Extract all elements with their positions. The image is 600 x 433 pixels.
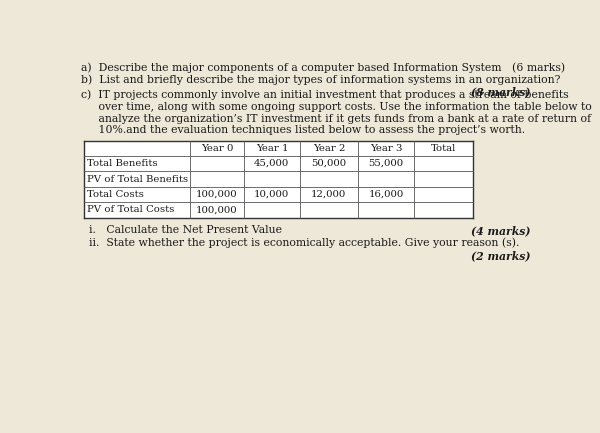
Text: Total Costs: Total Costs bbox=[86, 190, 143, 199]
Text: over time, along with some ongoing support costs. Use the information the table : over time, along with some ongoing suppo… bbox=[81, 102, 592, 112]
Text: 50,000: 50,000 bbox=[311, 159, 346, 168]
Text: (4 marks): (4 marks) bbox=[471, 225, 531, 236]
Text: 45,000: 45,000 bbox=[254, 159, 289, 168]
Text: Total Benefits: Total Benefits bbox=[86, 159, 157, 168]
Text: PV of Total Benefits: PV of Total Benefits bbox=[86, 174, 188, 184]
Text: 55,000: 55,000 bbox=[368, 159, 404, 168]
Text: (2 marks): (2 marks) bbox=[471, 250, 531, 261]
Text: analyze the organization’s IT investment if it gets funds from a bank at a rate : analyze the organization’s IT investment… bbox=[81, 113, 592, 123]
Text: 10,000: 10,000 bbox=[254, 190, 289, 199]
Text: Year 3: Year 3 bbox=[370, 144, 403, 153]
Text: c)  IT projects commonly involve an initial investment that produces a stream of: c) IT projects commonly involve an initi… bbox=[81, 90, 569, 100]
Text: i.   Calculate the Net Present Value: i. Calculate the Net Present Value bbox=[89, 225, 282, 235]
Text: Year 0: Year 0 bbox=[200, 144, 233, 153]
Text: 12,000: 12,000 bbox=[311, 190, 346, 199]
Text: 16,000: 16,000 bbox=[368, 190, 404, 199]
Text: a)  Describe the major components of a computer based Information System   (6 ma: a) Describe the major components of a co… bbox=[81, 63, 565, 73]
Text: Total: Total bbox=[431, 144, 456, 153]
Text: Year 1: Year 1 bbox=[256, 144, 288, 153]
Bar bbox=[84, 141, 473, 217]
Text: Year 2: Year 2 bbox=[313, 144, 345, 153]
Text: 100,000: 100,000 bbox=[196, 205, 238, 214]
Text: (8 marks): (8 marks) bbox=[471, 87, 531, 97]
Text: 100,000: 100,000 bbox=[196, 190, 238, 199]
Text: ii.  State whether the project is economically acceptable. Give your reason (s).: ii. State whether the project is economi… bbox=[89, 238, 520, 249]
Text: b)  List and briefly describe the major types of information systems in an organ: b) List and briefly describe the major t… bbox=[81, 74, 560, 85]
Text: 10%.and the evaluation techniques listed below to assess the project’s worth.: 10%.and the evaluation techniques listed… bbox=[81, 126, 526, 136]
Text: PV of Total Costs: PV of Total Costs bbox=[86, 205, 174, 214]
